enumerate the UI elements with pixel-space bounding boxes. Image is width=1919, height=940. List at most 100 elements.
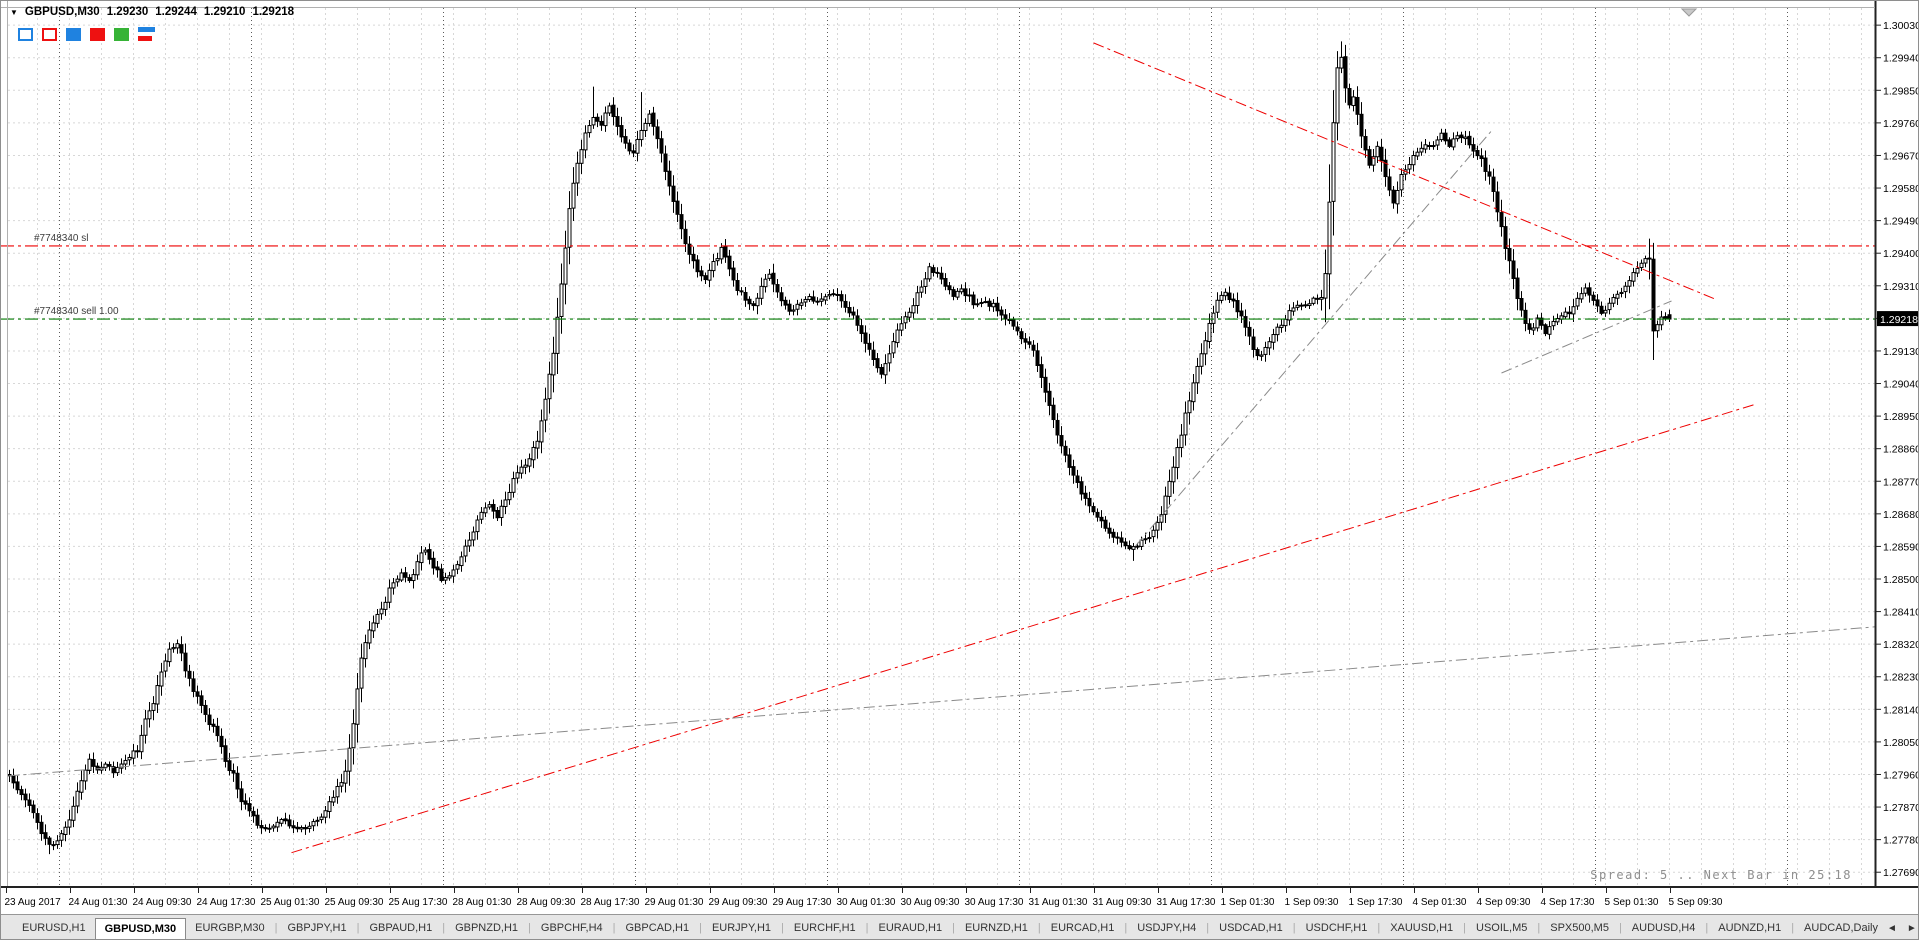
tab-separator: |	[1705, 922, 1709, 934]
tab-usdcad-h1[interactable]: USDCAD,H1	[1219, 922, 1283, 934]
ohlc-high: 1.29244	[155, 6, 197, 18]
svg-text:30 Aug 17:30: 30 Aug 17:30	[965, 897, 1024, 908]
tab-gbpcad-h1[interactable]: GBPCAD,H1	[625, 922, 690, 934]
tab-separator: |	[865, 922, 869, 934]
tab-audnzd-h1[interactable]: AUDNZD,H1	[1718, 922, 1782, 934]
svg-text:30 Aug 01:30: 30 Aug 01:30	[837, 897, 896, 908]
svg-text:23 Aug 2017: 23 Aug 2017	[5, 897, 62, 908]
chart-tab-bar: EURUSD,H1 GBPUSD,M30 EURGBP,M30 | GBPJPY,H1 |…	[1, 914, 1918, 939]
svg-text:25 Aug 17:30: 25 Aug 17:30	[389, 897, 448, 908]
tab-audusd-h4[interactable]: AUDUSD,H4	[1631, 922, 1696, 934]
bars-blue-red-button[interactable]	[138, 27, 155, 41]
svg-text:1.29400: 1.29400	[1883, 248, 1919, 260]
svg-text:4 Sep 09:30: 4 Sep 09:30	[1477, 897, 1531, 908]
tab-scroll-left-button[interactable]: ◄	[1887, 922, 1897, 934]
svg-text:25 Aug 09:30: 25 Aug 09:30	[325, 897, 384, 908]
svg-text:25 Aug 01:30: 25 Aug 01:30	[261, 897, 320, 908]
tab-usdjpy-h4[interactable]: USDJPY,H4	[1137, 922, 1197, 934]
tab-separator: |	[1463, 922, 1467, 934]
svg-text:31 Aug 01:30: 31 Aug 01:30	[1029, 897, 1088, 908]
ohlc-close: 1.29218	[252, 6, 295, 18]
svg-text:24 Aug 01:30: 24 Aug 01:30	[69, 897, 128, 908]
tab-audcad-daily[interactable]: AUDCAD,Daily	[1804, 922, 1879, 934]
svg-text:1.27870: 1.27870	[1883, 802, 1919, 814]
svg-text:31 Aug 17:30: 31 Aug 17:30	[1157, 897, 1216, 908]
tab-separator: |	[274, 922, 278, 934]
svg-text:1.28320: 1.28320	[1883, 639, 1919, 651]
tab-separator: |	[781, 922, 784, 934]
chart-menu-triangle-icon[interactable]: ▼	[10, 7, 18, 17]
chart-canvas[interactable]: #7748340 sl #7748340 sell 1.00 1.30030 1.29…	[1, 1, 1919, 914]
svg-text:1.29130: 1.29130	[1883, 346, 1919, 358]
svg-text:1.28770: 1.28770	[1883, 476, 1919, 488]
rect-filled-red-button[interactable]	[90, 27, 105, 41]
tab-xauusd-h1[interactable]: XAUUSD,H1	[1390, 922, 1454, 934]
svg-text:29 Aug 17:30: 29 Aug 17:30	[773, 897, 832, 908]
svg-text:1.29760: 1.29760	[1883, 118, 1919, 130]
tab-euraud-h1[interactable]: EURAUD,H1	[878, 922, 943, 934]
svg-text:28 Aug 01:30: 28 Aug 01:30	[453, 897, 512, 908]
svg-text:1.30030: 1.30030	[1883, 20, 1919, 32]
svg-text:1.29490: 1.29490	[1883, 216, 1919, 228]
svg-text:#7748340 sell 1.00: #7748340 sell 1.00	[34, 306, 119, 317]
svg-text:28 Aug 17:30: 28 Aug 17:30	[581, 897, 640, 908]
tab-eurjpy-h1[interactable]: EURJPY,H1	[711, 922, 772, 934]
svg-text:1.28680: 1.28680	[1883, 509, 1919, 521]
svg-text:1 Sep 01:30: 1 Sep 01:30	[1221, 897, 1275, 908]
tab-gbpusd-m30[interactable]: GBPUSD,M30	[94, 917, 187, 939]
svg-text:5 Sep 01:30: 5 Sep 01:30	[1605, 897, 1659, 908]
rect-filled-blue-button[interactable]	[66, 27, 81, 41]
svg-text:1.28860: 1.28860	[1883, 444, 1919, 456]
current-price-badge: 1.29218	[1877, 311, 1918, 327]
tab-separator: |	[1791, 922, 1795, 934]
tab-usdchf-h1[interactable]: USDCHF,H1	[1305, 922, 1368, 934]
ohlc-open: 1.29230	[106, 6, 149, 18]
tab-gbpjpy-h1[interactable]: GBPJPY,H1	[287, 922, 347, 934]
order-lines[interactable]: #7748340 sl #7748340 sell 1.00	[1, 233, 1875, 320]
tab-eurcad-h1[interactable]: EURCAD,H1	[1050, 922, 1115, 934]
tab-separator: |	[1618, 922, 1622, 934]
chart-symbol-timeframe: GBPUSD,M30	[24, 6, 100, 18]
grid	[8, 8, 1875, 886]
chart-shift-marker-icon	[1680, 8, 1698, 17]
svg-text:1.28410: 1.28410	[1883, 607, 1919, 619]
tab-separator: |	[1537, 922, 1541, 934]
time-axis[interactable]: 23 Aug 2017 24 Aug 01:30 24 Aug 09:30 24 Au…	[5, 888, 1723, 908]
svg-text:1.29218: 1.29218	[1880, 314, 1918, 326]
rect-filled-green-button[interactable]	[114, 27, 129, 41]
svg-text:1 Sep 09:30: 1 Sep 09:30	[1285, 897, 1339, 908]
tab-scroll-right-button[interactable]: ►	[1906, 922, 1917, 934]
tab-gbpchf-h4[interactable]: GBPCHF,H4	[540, 922, 603, 934]
rect-outline-red-button[interactable]	[42, 27, 57, 41]
tab-separator: |	[442, 922, 446, 934]
tab-separator: |	[952, 922, 955, 934]
tab-eurusd-h1[interactable]: EURUSD,H1	[22, 922, 86, 934]
tab-gbpaud-h1[interactable]: GBPAUD,H1	[369, 922, 433, 934]
svg-text:1.28950: 1.28950	[1883, 411, 1919, 423]
svg-text:29 Aug 01:30: 29 Aug 01:30	[645, 897, 704, 908]
tab-spx500-m5[interactable]: SPX500,M5	[1550, 922, 1609, 934]
blue-bar-icon	[138, 27, 155, 32]
trendlines	[8, 42, 1876, 854]
tab-separator: |	[699, 922, 702, 934]
tab-separator: |	[1206, 922, 1210, 934]
svg-text:1.29850: 1.29850	[1883, 85, 1919, 97]
tab-separator: |	[356, 922, 360, 934]
ohlc-low: 1.29210	[203, 6, 246, 18]
svg-text:28 Aug 09:30: 28 Aug 09:30	[517, 897, 576, 908]
tab-separator: |	[1377, 922, 1381, 934]
tab-eurnzd-h1[interactable]: EURNZD,H1	[964, 922, 1028, 934]
tab-eurgbp-m30[interactable]: EURGBP,M30	[195, 922, 265, 934]
rect-outline-blue-button[interactable]	[18, 27, 33, 41]
red-bar-icon	[138, 36, 152, 41]
svg-text:30 Aug 09:30: 30 Aug 09:30	[901, 897, 960, 908]
svg-text:1 Sep 17:30: 1 Sep 17:30	[1349, 897, 1403, 908]
tab-gbpnzd-h1[interactable]: GBPNZD,H1	[455, 922, 519, 934]
tab-usoil-m5[interactable]: USOIL,M5	[1476, 922, 1528, 934]
svg-text:4 Sep 01:30: 4 Sep 01:30	[1413, 897, 1467, 908]
spread-status: Spread: 5 .. Next Bar in 25:18	[1590, 868, 1852, 882]
tab-eurchf-h1[interactable]: EURCHF,H1	[793, 922, 856, 934]
tab-separator: |	[1124, 922, 1128, 934]
svg-text:1.29310: 1.29310	[1883, 281, 1919, 293]
